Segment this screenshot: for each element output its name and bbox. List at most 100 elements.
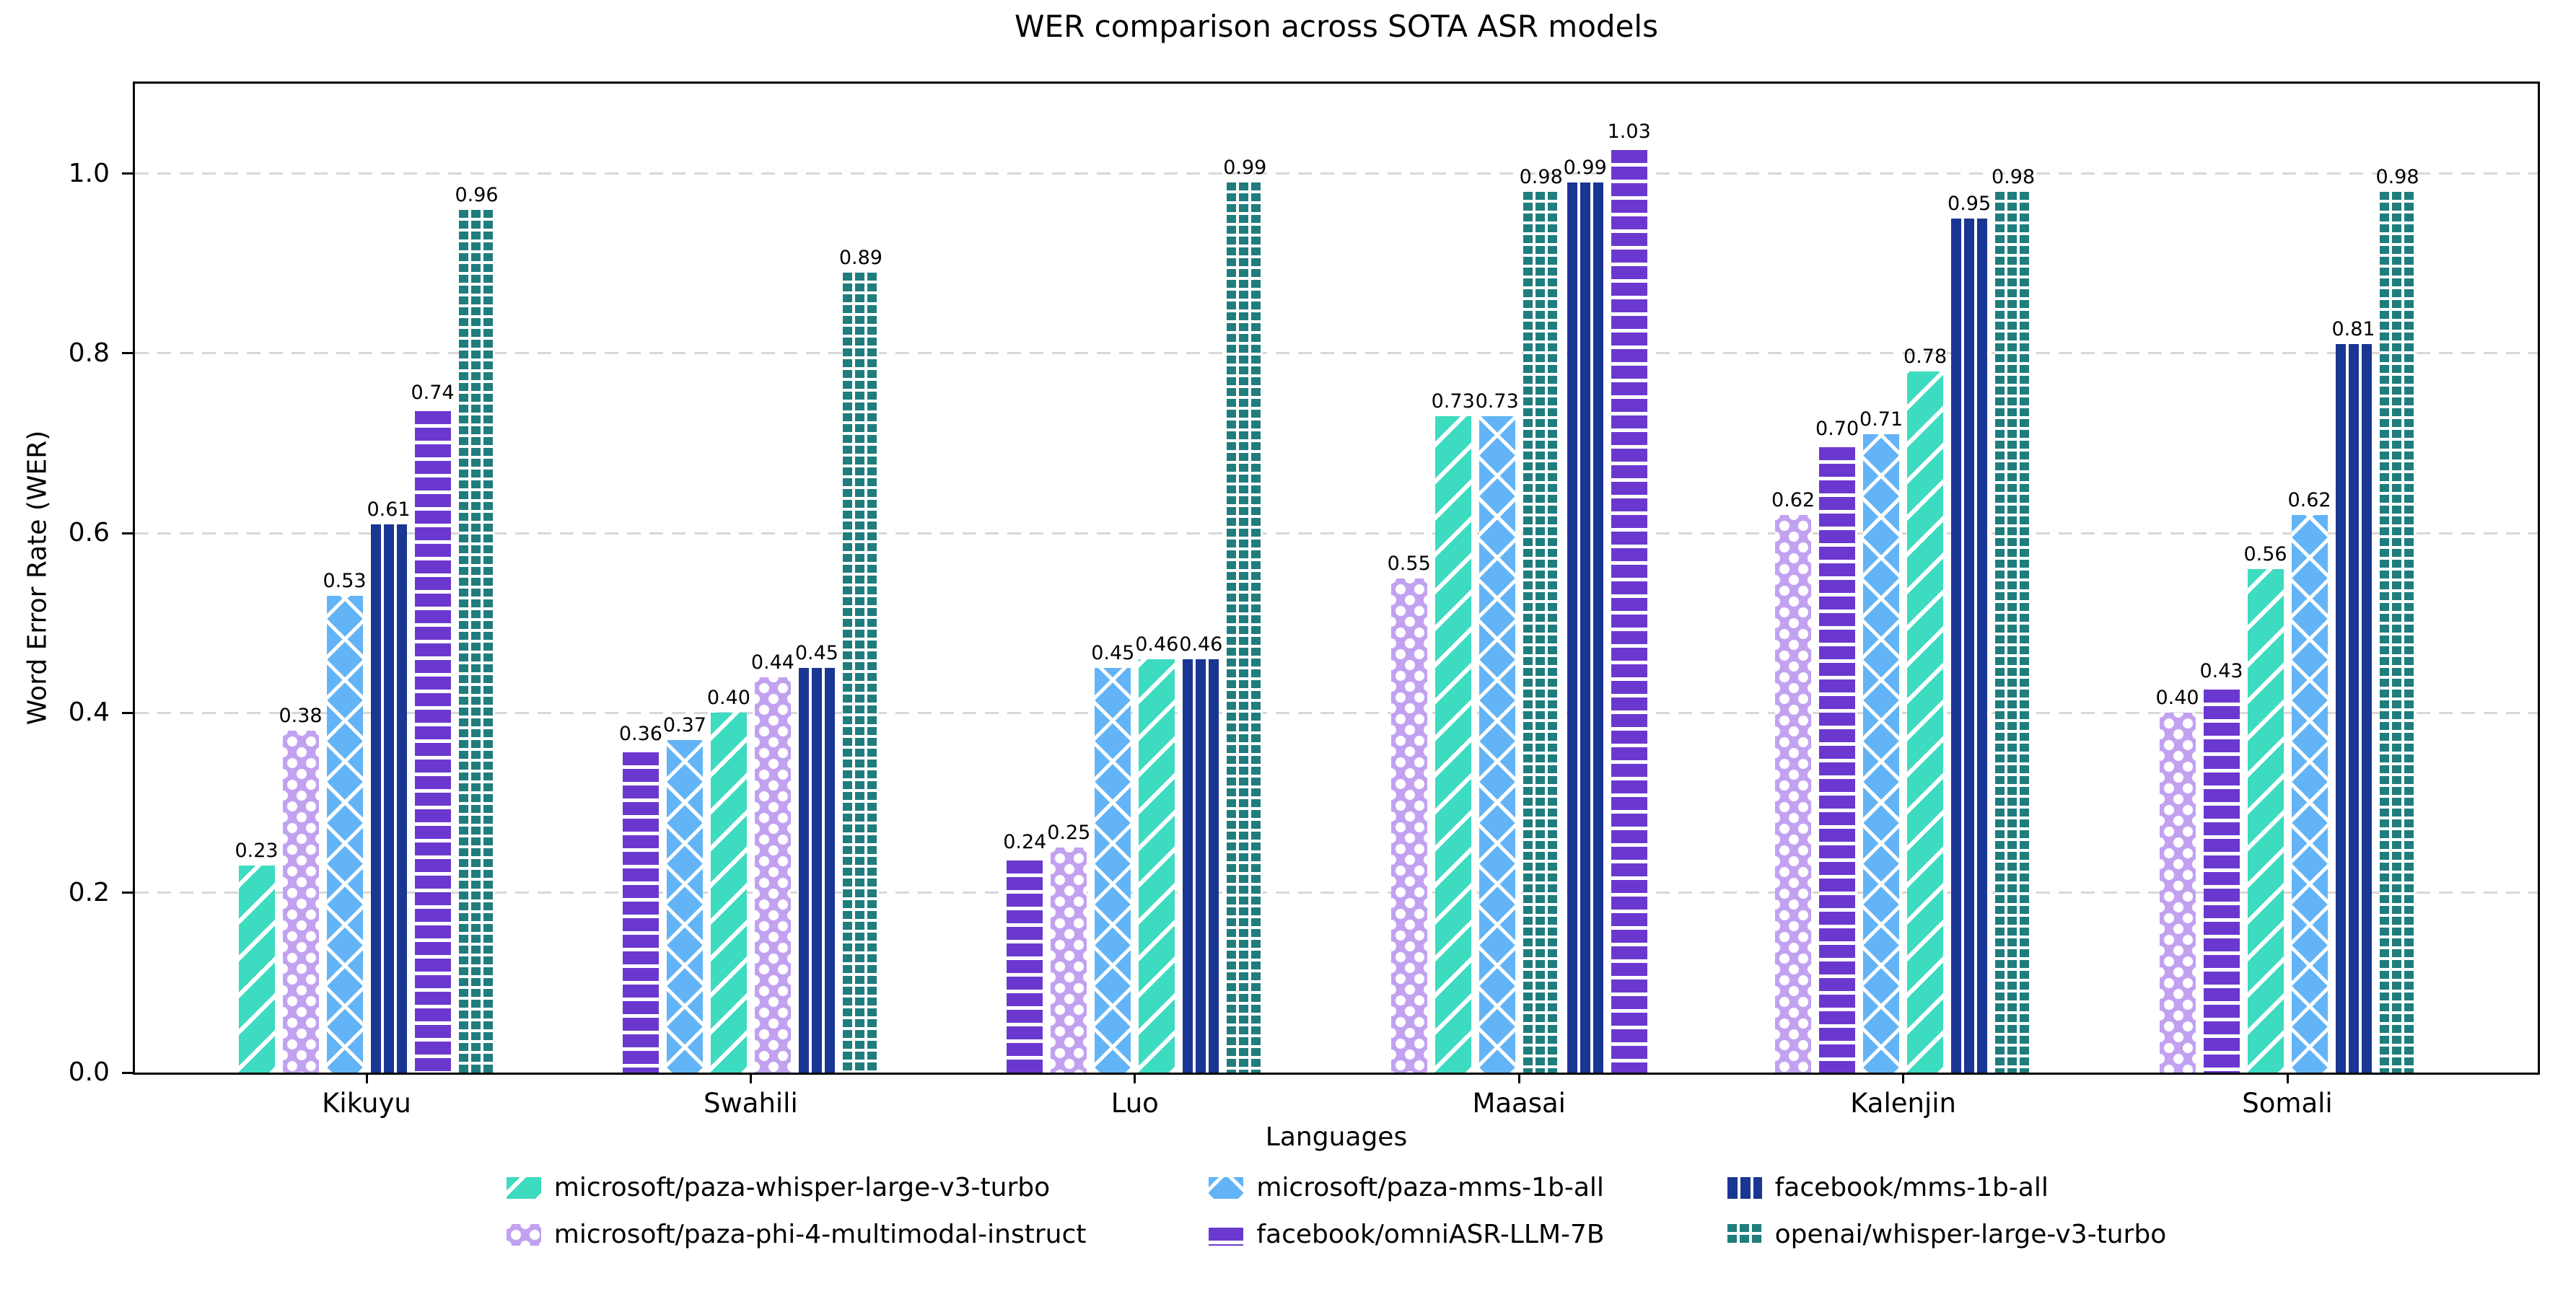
bar: 0.38 <box>279 705 323 1073</box>
x-tick <box>365 1075 368 1083</box>
legend-item: microsoft/paza-mms-1b-all <box>1209 1173 1604 1202</box>
x-tick <box>1902 1075 1905 1083</box>
bar: 0.40 <box>2155 687 2199 1073</box>
bar-value-label: 0.23 <box>235 840 279 863</box>
bar-value-label: 0.61 <box>367 498 411 521</box>
bar: 0.45 <box>1091 642 1134 1073</box>
bar: 0.81 <box>2331 318 2375 1073</box>
bar: 0.70 <box>1815 418 1859 1073</box>
bar: 0.99 <box>1564 157 1607 1073</box>
y-axis-label: Word Error Rate (WER) <box>22 430 53 726</box>
legend-label: microsoft/paza-mms-1b-all <box>1256 1173 1604 1202</box>
bar: 0.62 <box>2287 489 2331 1073</box>
y-tick-label: 0.0 <box>68 1057 110 1087</box>
bar: 0.45 <box>795 642 838 1073</box>
bar-value-label: 0.96 <box>455 183 499 206</box>
bar-value-label: 0.44 <box>750 651 794 674</box>
x-tick <box>2286 1075 2289 1083</box>
bar: 0.78 <box>1903 345 1947 1073</box>
bar-value-label: 0.95 <box>1948 192 1992 215</box>
bar-value-label: 0.55 <box>1387 552 1431 575</box>
bar-value-label: 0.24 <box>1003 830 1047 853</box>
y-tick-label: 0.4 <box>68 697 110 728</box>
bar-value-label: 0.98 <box>1519 165 1563 188</box>
y-tick <box>122 172 133 175</box>
legend-column: facebook/mms-1b-all openai/whisper-large-… <box>1727 1173 2167 1249</box>
x-tick <box>1134 1075 1136 1083</box>
bar-group-kikuyu: 0.23 0.38 0.53 0.61 0.74 0.96 <box>235 184 499 1073</box>
bar-value-label: 0.70 <box>1815 417 1859 440</box>
bar-value-label: 0.71 <box>1859 408 1903 431</box>
bar: 0.46 <box>1135 633 1178 1073</box>
bar-value-label: 0.36 <box>618 723 662 746</box>
chart-title: WER comparison across SOTA ASR models <box>1015 9 1658 44</box>
gridline <box>135 352 2538 355</box>
bar-group-maasai: 0.55 0.73 0.73 0.98 0.99 1.03 <box>1387 120 1651 1073</box>
bar-value-label: 0.37 <box>662 713 706 736</box>
legend-item: facebook/mms-1b-all <box>1727 1173 2167 1202</box>
bar-value-label: 0.38 <box>279 705 323 728</box>
bar: 0.43 <box>2199 660 2243 1073</box>
bar: 0.98 <box>2375 166 2419 1073</box>
bar: 0.25 <box>1047 822 1090 1073</box>
x-tick-label: Maasai <box>1472 1088 1566 1119</box>
bar: 0.62 <box>1771 489 1815 1073</box>
x-tick <box>1517 1075 1520 1083</box>
gridline <box>135 892 2538 894</box>
y-tick-label: 1.0 <box>68 158 110 188</box>
legend-item: openai/whisper-large-v3-turbo <box>1727 1220 2166 1249</box>
bar-value-label: 0.89 <box>838 246 882 269</box>
bar: 0.24 <box>1003 831 1046 1073</box>
legend-item: microsoft/paza-whisper-large-v3-turbo <box>506 1173 1087 1202</box>
y-tick <box>122 892 133 894</box>
gridline <box>135 172 2538 175</box>
legend-column: microsoft/paza-mms-1b-all facebook/omniAS… <box>1209 1173 1605 1249</box>
bar-group-luo: 0.24 0.25 0.45 0.46 0.46 0.99 <box>1003 157 1266 1073</box>
legend-column: microsoft/paza-whisper-large-v3-turbo mic… <box>506 1173 1087 1249</box>
legend-label: facebook/mms-1b-all <box>1774 1173 2049 1202</box>
bar-group-somali: 0.40 0.43 0.56 0.62 0.81 0.98 <box>2155 166 2419 1073</box>
x-tick-label: Somali <box>2242 1088 2333 1119</box>
bar-value-label: 0.99 <box>1563 157 1607 180</box>
bar: 0.73 <box>1476 390 1519 1073</box>
bar-value-label: 0.78 <box>1903 345 1948 368</box>
bar-value-label: 0.81 <box>2331 318 2375 341</box>
bar-value-label: 1.03 <box>1607 120 1651 144</box>
bar: 0.95 <box>1948 193 1991 1073</box>
bar: 0.23 <box>235 840 279 1073</box>
grid-swatch-icon <box>1727 1223 1762 1246</box>
legend-item: microsoft/paza-phi-4-multimodal-instruct <box>506 1220 1086 1249</box>
bar-value-label: 0.40 <box>706 687 750 710</box>
y-tick-label: 0.6 <box>68 518 110 548</box>
bar-value-label: 0.62 <box>1771 489 1815 512</box>
bar: 0.71 <box>1859 408 1903 1073</box>
bar-value-label: 0.56 <box>2243 543 2287 566</box>
bar-value-label: 0.73 <box>1431 390 1475 413</box>
x-tick-label: Kikuyu <box>322 1088 411 1119</box>
bar-value-label: 0.46 <box>1135 633 1179 656</box>
legend-item: facebook/omniASR-LLM-7B <box>1209 1220 1605 1249</box>
bar: 0.98 <box>1520 166 1563 1073</box>
gridline <box>135 711 2538 714</box>
bar: 0.61 <box>367 498 411 1073</box>
bar: 0.44 <box>751 651 794 1073</box>
y-tick-label: 0.2 <box>68 877 110 907</box>
gridline <box>135 532 2538 534</box>
legend-label: microsoft/paza-whisper-large-v3-turbo <box>553 1173 1051 1202</box>
bar-value-label: 0.98 <box>2375 165 2419 188</box>
bar-value-label: 0.46 <box>1179 633 1223 656</box>
bar-value-label: 0.40 <box>2155 687 2199 710</box>
bar: 1.03 <box>1608 120 1651 1073</box>
bar-value-label: 0.25 <box>1047 822 1091 845</box>
bar: 0.36 <box>619 723 662 1073</box>
x-tick-label: Swahili <box>704 1088 798 1119</box>
y-tick <box>122 352 133 355</box>
x-tick <box>749 1075 752 1083</box>
bar-value-label: 0.53 <box>323 570 367 593</box>
bar: 0.56 <box>2243 543 2287 1073</box>
dots-swatch-icon <box>506 1223 541 1246</box>
y-tick <box>122 1071 133 1074</box>
bar: 0.46 <box>1179 633 1222 1073</box>
vertical-swatch-icon <box>1727 1176 1762 1199</box>
